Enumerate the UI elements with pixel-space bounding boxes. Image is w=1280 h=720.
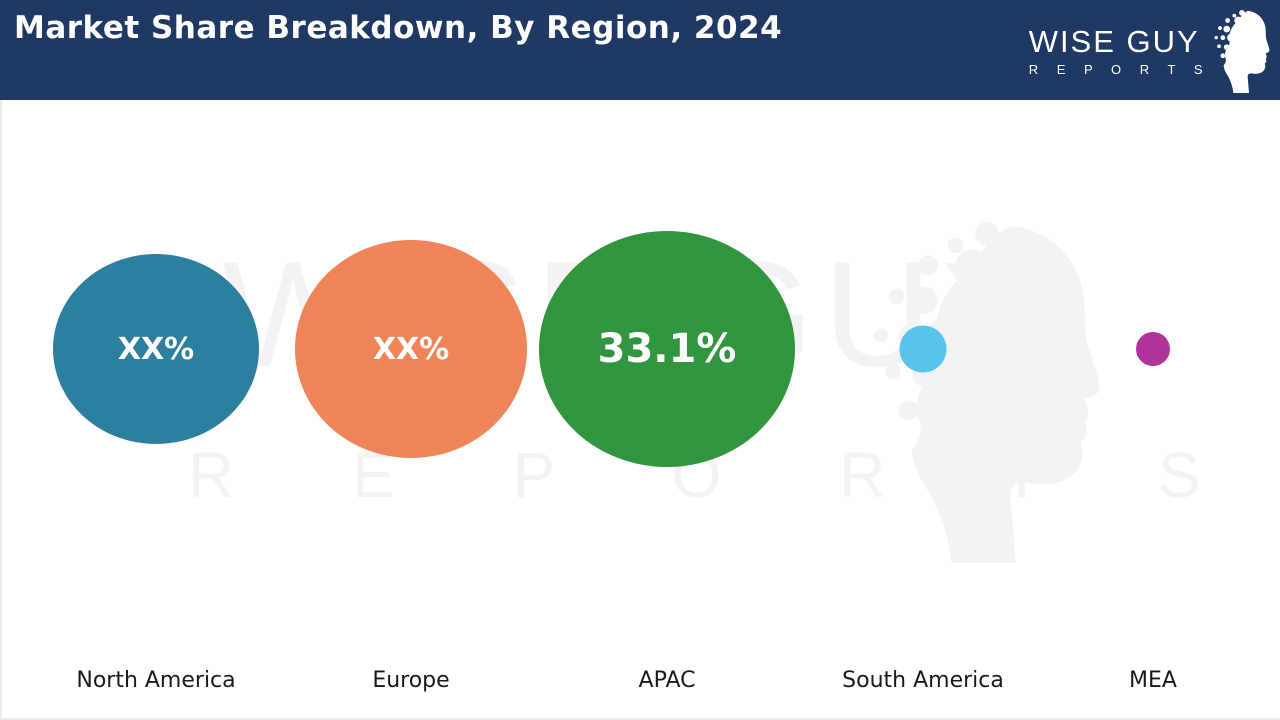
bubble-mea	[1136, 332, 1170, 366]
bubble-chart-area: WISE GUY R E P O R T S XX% XX% 33.1% Nor…	[0, 100, 1280, 720]
category-label-mea: MEA	[1129, 668, 1177, 693]
category-label-south-america: South America	[842, 668, 1004, 693]
bubble-value-label: 33.1%	[597, 326, 737, 372]
wiseguy-logo: WISE GUY R E P O R T S	[1029, 6, 1270, 96]
wiseguy-wordmark: WISE GUY	[1028, 23, 1200, 59]
category-label-north-america: North America	[76, 668, 236, 693]
wiseguy-head-icon	[1210, 9, 1270, 93]
bubble-north-america: XX%	[53, 254, 259, 444]
page-title: Market Share Breakdown, By Region, 2024	[14, 10, 783, 46]
wiseguy-head-watermark-icon	[797, 218, 1169, 563]
category-label-apac: APAC	[638, 668, 696, 693]
bubble-south-america	[899, 325, 947, 373]
bubble-apac: 33.1%	[539, 231, 795, 467]
bubble-value-label: XX%	[372, 331, 450, 367]
header-bar: Market Share Breakdown, By Region, 2024 …	[0, 0, 1280, 100]
category-label-europe: Europe	[372, 668, 450, 693]
bubble-value-label: XX%	[117, 331, 195, 367]
bubble-europe: XX%	[295, 240, 527, 458]
wiseguy-reports-tagline: R E P O R T S	[1028, 61, 1210, 77]
